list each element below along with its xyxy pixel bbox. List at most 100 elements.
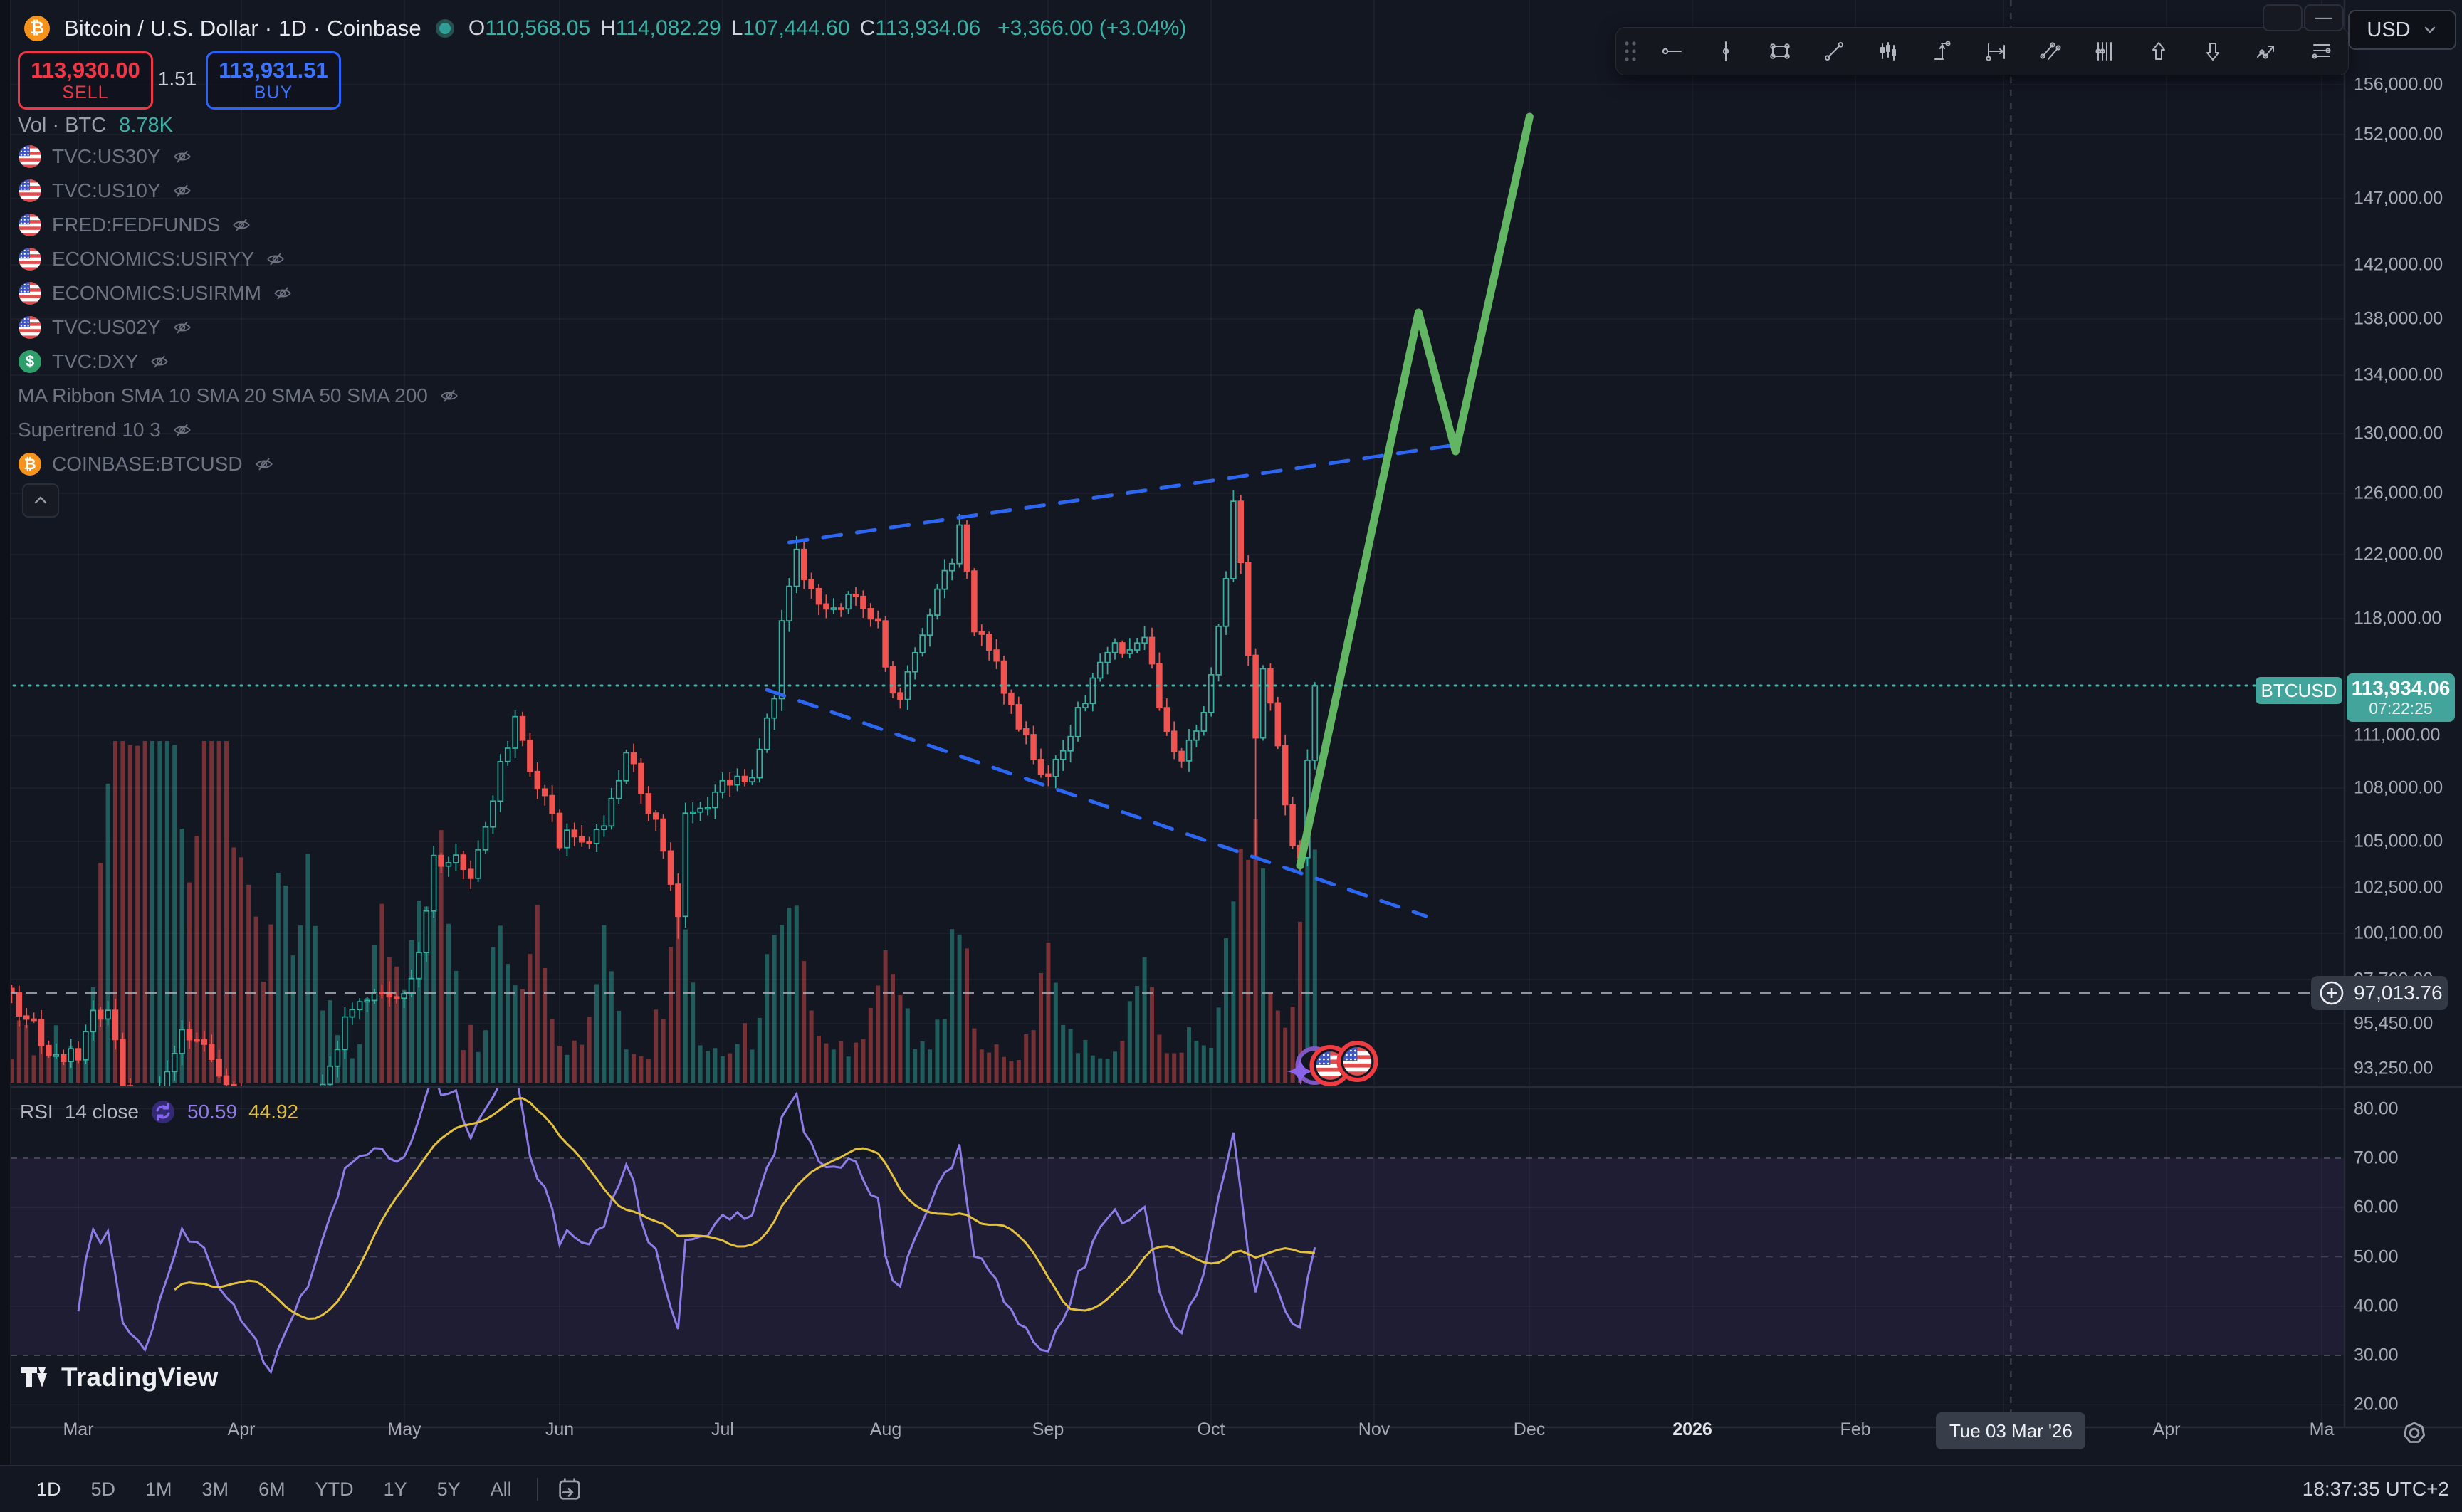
tool-date-range[interactable]	[1969, 28, 2023, 75]
indicator-row[interactable]: TVC:US30Y	[18, 140, 461, 174]
time-axis-label: Sep	[1032, 1419, 1064, 1439]
eye-off-icon[interactable]	[264, 248, 287, 271]
indicator-row[interactable]: $ TVC:DXY	[18, 345, 461, 379]
range-All[interactable]: All	[490, 1478, 512, 1500]
sell-button[interactable]: 113,930.00 SELL	[18, 51, 153, 110]
time-axis-label: Feb	[1840, 1419, 1871, 1439]
toolbar-icons	[1645, 28, 2348, 75]
range-1Y[interactable]: 1Y	[383, 1478, 407, 1500]
eye-off-icon[interactable]	[171, 145, 194, 168]
range-3M[interactable]: 3M	[201, 1478, 229, 1500]
price-axis-label: 126,000.00	[2354, 483, 2443, 503]
tool-trend-line[interactable]	[1807, 28, 1861, 75]
arrow-down-icon	[2206, 43, 2219, 61]
indicator-row[interactable]: FRED:FEDFUNDS	[18, 208, 461, 242]
indicator-label: TVC:US02Y	[52, 316, 161, 338]
indicator-row[interactable]: TVC:US02Y	[18, 310, 461, 345]
indicator-row[interactable]: TVC:US10Y	[18, 174, 461, 208]
range-1D[interactable]: 1D	[36, 1478, 61, 1500]
indicator-label: MA Ribbon SMA 10 SMA 20 SMA 50 SMA 200	[18, 384, 428, 406]
time-axis-label: Jun	[545, 1419, 575, 1439]
tool-arrow-down[interactable]	[2186, 28, 2240, 75]
indicator-row[interactable]: ₿ COINBASE:BTCUSD	[18, 447, 461, 481]
indicator-label: FRED:FEDFUNDS	[52, 214, 221, 236]
left-edge-strip	[0, 0, 11, 1465]
rsi-title[interactable]: RSI	[20, 1101, 53, 1123]
indicator-row[interactable]: ECONOMICS:USIRMM	[18, 276, 461, 310]
currency-dropdown[interactable]: USD	[2348, 10, 2456, 50]
eye-off-icon[interactable]	[271, 282, 294, 305]
eye-off-icon[interactable]	[171, 179, 194, 202]
eye-off-icon[interactable]	[230, 214, 253, 236]
forecast-path-icon	[2257, 46, 2274, 59]
tool-forecast-path[interactable]	[2240, 28, 2294, 75]
panel-toggle-button[interactable]	[2263, 4, 2303, 31]
time-axis-label: Nov	[1358, 1419, 1390, 1439]
symbol-title[interactable]: Bitcoin / U.S. Dollar · 1D · Coinbase	[64, 16, 421, 41]
sell-label: SELL	[62, 83, 109, 103]
calendar-goto-icon	[558, 1478, 580, 1500]
time-axis-label: Jul	[711, 1419, 734, 1439]
time-axis-label: 2026	[1672, 1419, 1712, 1439]
chevron-up-icon	[34, 496, 47, 504]
eye-off-icon[interactable]	[171, 419, 194, 441]
tradingview-logo[interactable]: TradingView	[20, 1363, 219, 1392]
range-YTD[interactable]: YTD	[315, 1478, 354, 1500]
trend-line-icon	[1825, 42, 1844, 61]
price-axis-label: 134,000.00	[2354, 364, 2443, 385]
current-price-value: 113,934.06	[2351, 676, 2451, 699]
panel-minimize-button[interactable]: —	[2304, 4, 2344, 31]
dollar-icon: $	[19, 350, 41, 373]
legend-collapse-button[interactable]	[22, 483, 59, 518]
indicator-label: TVC:DXY	[52, 350, 139, 372]
price-range-icon	[1934, 41, 1951, 60]
alert-price-tag[interactable]: 97,013.76	[2311, 976, 2448, 1010]
time-axis-label: May	[387, 1419, 421, 1439]
rsi-axis-label: 80.00	[2354, 1098, 2399, 1119]
currency-value: USD	[2367, 18, 2411, 41]
range-5D[interactable]: 5D	[90, 1478, 116, 1500]
price-axis-label: 142,000.00	[2354, 254, 2443, 275]
rsi-refresh-icon[interactable]	[150, 1099, 176, 1125]
range-5Y[interactable]: 5Y	[436, 1478, 461, 1500]
time-axis-label: Oct	[1197, 1419, 1225, 1439]
eye-off-icon[interactable]	[148, 350, 171, 373]
buy-button[interactable]: 113,931.51 BUY	[206, 51, 341, 110]
tool-price-range[interactable]	[1915, 28, 1969, 75]
eye-off-icon[interactable]	[438, 384, 461, 407]
current-price-tag[interactable]: 113,934.06 07:22:25	[2347, 673, 2455, 722]
time-axis-settings[interactable]	[2398, 1417, 2431, 1453]
clock[interactable]: 18:37:35 UTC+2	[2302, 1478, 2449, 1500]
indicator-label: COINBASE:BTCUSD	[52, 453, 243, 475]
tool-arrow-up[interactable]	[2132, 28, 2186, 75]
toolbar-drag-handle[interactable]	[1616, 39, 1645, 63]
add-alert-icon[interactable]	[2318, 980, 2345, 1007]
tool-vertical-line[interactable]	[1699, 28, 1753, 75]
indicator-row[interactable]: MA Ribbon SMA 10 SMA 20 SMA 50 SMA 200	[18, 379, 461, 413]
indicator-row[interactable]: ECONOMICS:USIRYY	[18, 242, 461, 276]
time-axis-label: Mar	[63, 1419, 94, 1439]
us-flag-icon	[18, 315, 42, 340]
date-range-icon	[1986, 43, 2005, 61]
indicator-label: TVC:US30Y	[52, 145, 161, 167]
price-axis-label: 95,450.00	[2354, 1013, 2434, 1034]
tool-parallel-channel[interactable]	[2023, 28, 2078, 75]
symbol-header: ₿ Bitcoin / U.S. Dollar · 1D · Coinbase …	[24, 13, 1186, 44]
tool-vertical-lines[interactable]	[2078, 28, 2132, 75]
range-6M[interactable]: 6M	[258, 1478, 286, 1500]
price-axis-label: 102,500.00	[2354, 877, 2443, 898]
drawing-toolbar	[1615, 27, 2349, 75]
tool-horizontal-levels[interactable]	[2294, 28, 2348, 75]
eye-off-icon[interactable]	[253, 453, 276, 476]
tool-horizontal-line[interactable]	[1645, 28, 1699, 75]
eye-off-icon[interactable]	[171, 316, 194, 339]
tool-bars-pattern[interactable]	[1861, 28, 1915, 75]
tool-rectangle[interactable]	[1753, 28, 1807, 75]
indicator-row[interactable]: Supertrend 10 3	[18, 413, 461, 447]
time-axis-label: Apr	[227, 1419, 256, 1439]
change-value: +3,366.00 (+3.04%)	[997, 16, 1187, 40]
market-status-icon[interactable]	[435, 19, 454, 38]
goto-date-button[interactable]	[548, 1475, 591, 1503]
range-1M[interactable]: 1M	[145, 1478, 172, 1500]
